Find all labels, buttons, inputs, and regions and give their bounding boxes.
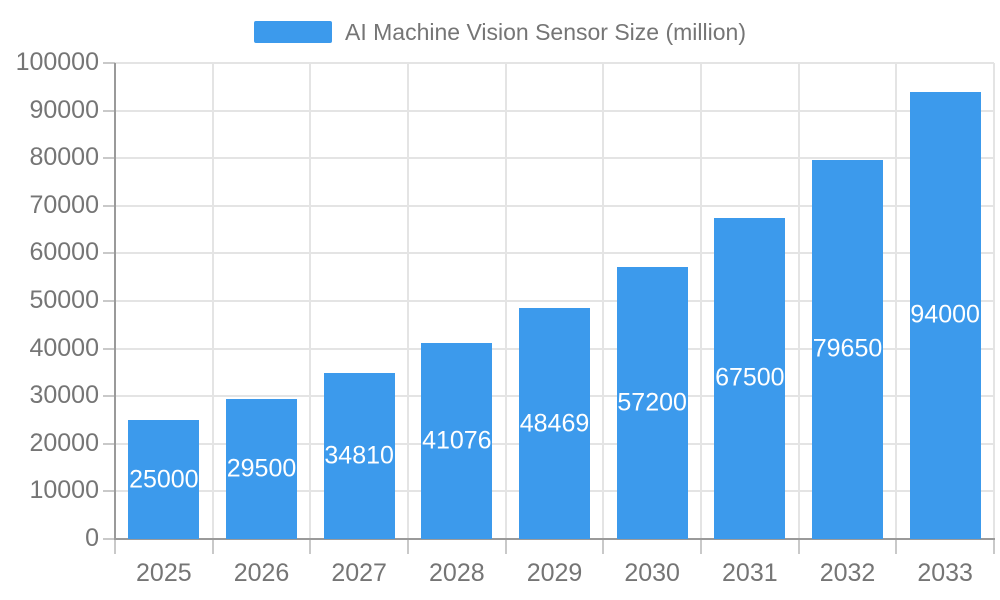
x-axis-label-2029: 2029 <box>526 559 583 587</box>
gridline-vertical <box>895 63 898 539</box>
x-axis-label-2026: 2026 <box>233 559 290 587</box>
bar-2027[interactable]: 34810 <box>323 373 395 539</box>
gridline-horizontal <box>115 62 994 64</box>
bar-value-label: 29500 <box>226 454 297 483</box>
gridline-vertical <box>797 63 800 539</box>
y-axis-label: 90000 <box>29 95 99 124</box>
bar-value-label: 94000 <box>910 300 980 329</box>
legend: AI Machine Vision Sensor Size (million) <box>0 19 1000 45</box>
y-axis-tick <box>103 347 115 350</box>
y-axis-tick <box>103 157 115 160</box>
bar-2033[interactable]: 94000 <box>909 91 981 539</box>
y-axis-tick <box>103 538 115 540</box>
y-axis-tick <box>103 62 115 64</box>
x-axis-label-2031: 2031 <box>722 559 778 587</box>
y-axis-label: 0 <box>85 524 99 552</box>
gridline-horizontal <box>115 204 994 207</box>
x-axis-tick <box>114 539 116 554</box>
x-axis-tick <box>309 539 312 554</box>
y-axis-tick <box>103 490 115 493</box>
y-axis-label: 40000 <box>29 333 99 362</box>
gridline-vertical <box>602 63 605 539</box>
gridline-horizontal <box>115 252 994 255</box>
gridline-vertical <box>211 63 214 539</box>
bar-2028[interactable]: 41076 <box>421 343 493 539</box>
gridline-vertical <box>700 63 702 539</box>
gridline-horizontal <box>115 157 994 160</box>
y-axis-label: 50000 <box>29 286 99 314</box>
bar-value-label: 48469 <box>519 409 590 438</box>
x-axis-tick <box>895 539 898 554</box>
bar-value-label: 67500 <box>715 363 785 392</box>
legend-swatch <box>254 21 333 43</box>
bar-value-label: 57200 <box>617 388 687 417</box>
bar-value-label: 41076 <box>422 426 492 455</box>
y-axis-label: 100000 <box>15 48 99 76</box>
y-axis-label: 60000 <box>29 238 99 267</box>
y-axis-label: 70000 <box>29 190 99 219</box>
gridline-vertical <box>407 63 409 539</box>
x-axis-label-2028: 2028 <box>429 559 485 587</box>
x-axis-line <box>114 538 995 540</box>
bar-value-label: 34810 <box>324 441 394 470</box>
x-axis-label-2025: 2025 <box>136 559 192 587</box>
gridline-vertical <box>504 63 507 539</box>
y-axis-tick <box>103 204 115 207</box>
bar-2030[interactable]: 57200 <box>616 266 688 539</box>
gridline-horizontal <box>115 300 994 302</box>
x-axis-tick <box>993 539 995 554</box>
gridline-vertical <box>993 63 995 539</box>
x-axis-label-2032: 2032 <box>819 559 876 587</box>
y-axis-label: 80000 <box>29 143 99 172</box>
bar-2031[interactable]: 67500 <box>714 217 786 539</box>
y-axis-tick <box>103 109 115 112</box>
x-axis-tick <box>700 539 702 554</box>
x-axis-tick <box>407 539 409 554</box>
bar-2025[interactable]: 25000 <box>128 420 200 539</box>
x-axis-label-2030: 2030 <box>624 559 680 587</box>
x-axis-label-2033: 2033 <box>917 559 973 587</box>
legend-label: AI Machine Vision Sensor Size (million) <box>345 19 746 45</box>
y-axis-label: 10000 <box>29 476 99 505</box>
bar-2032[interactable]: 79650 <box>812 159 883 539</box>
bar-2029[interactable]: 48469 <box>519 308 590 539</box>
x-axis-tick <box>504 539 507 554</box>
y-axis-tick <box>103 442 115 445</box>
bar-value-label: 25000 <box>129 465 199 493</box>
x-axis-tick <box>602 539 605 554</box>
bar-value-label: 79650 <box>812 334 883 363</box>
y-axis-label: 20000 <box>29 428 99 457</box>
x-axis-tick <box>211 539 214 554</box>
y-axis-tick <box>103 252 115 255</box>
legend-item[interactable]: AI Machine Vision Sensor Size (million) <box>254 19 746 45</box>
x-axis-tick <box>797 539 800 554</box>
gridline-vertical <box>309 63 312 539</box>
y-axis-tick <box>103 300 115 302</box>
y-axis-label: 30000 <box>29 381 99 410</box>
bar-2026[interactable]: 29500 <box>226 398 297 539</box>
x-axis-label-2027: 2027 <box>331 559 387 587</box>
y-axis-line <box>114 63 116 539</box>
y-axis-tick <box>103 395 115 398</box>
gridline-horizontal <box>115 109 994 112</box>
